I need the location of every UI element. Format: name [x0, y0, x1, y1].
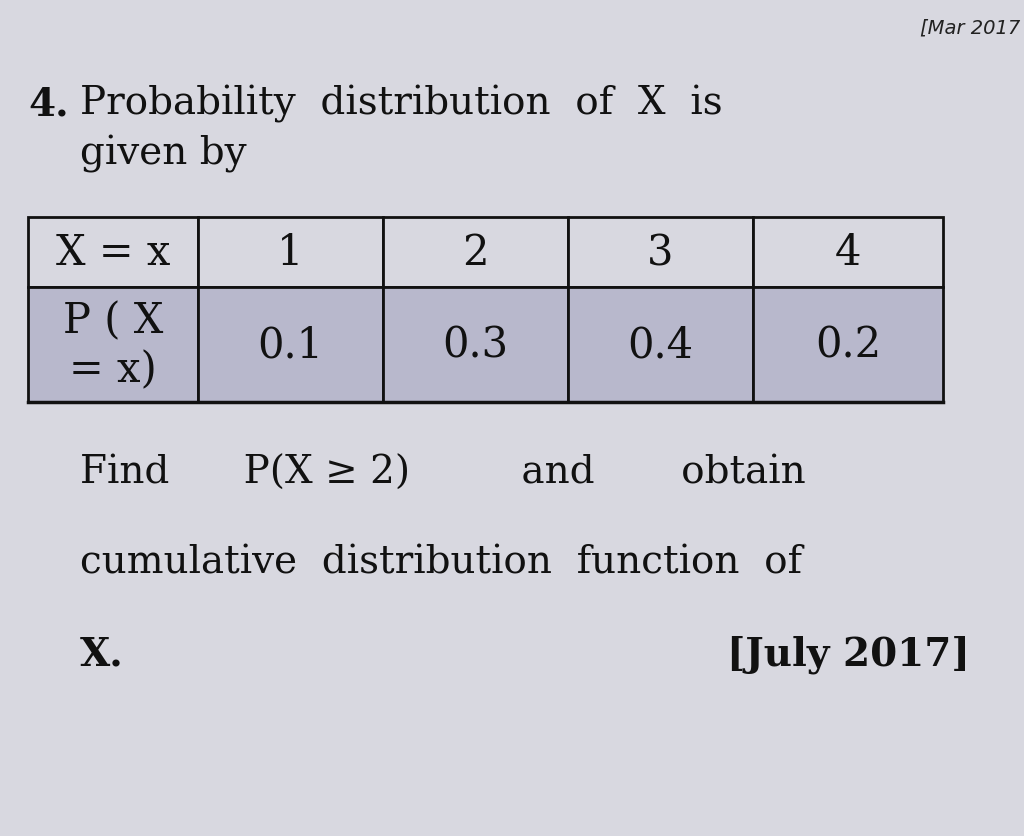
Text: X = x: X = x	[56, 232, 170, 273]
Text: [Mar 2017: [Mar 2017	[920, 18, 1020, 37]
Bar	[198, 288, 383, 402]
Bar	[568, 217, 753, 288]
Text: given by: given by	[80, 135, 247, 173]
Text: Probability  distribution  of  X  is: Probability distribution of X is	[80, 85, 723, 123]
Text: Find      P(X ≥ 2)         and       obtain: Find P(X ≥ 2) and obtain	[80, 455, 806, 492]
Text: 0.3: 0.3	[442, 324, 509, 366]
Bar	[383, 288, 568, 402]
Bar	[383, 217, 568, 288]
Bar	[568, 288, 753, 402]
Bar	[198, 217, 383, 288]
Bar	[28, 217, 198, 288]
Bar	[753, 217, 943, 288]
Bar	[753, 288, 943, 402]
Text: 2: 2	[462, 232, 488, 273]
Text: 1: 1	[278, 232, 304, 273]
Text: cumulative  distribution  function  of: cumulative distribution function of	[80, 544, 802, 581]
Text: 4: 4	[835, 232, 861, 273]
Text: X.: X.	[80, 635, 124, 672]
Text: 3: 3	[647, 232, 674, 273]
Text: [July 2017]: [July 2017]	[727, 635, 970, 673]
Text: 4.: 4.	[28, 85, 69, 123]
Bar	[28, 288, 198, 402]
Text: 0.2: 0.2	[815, 324, 881, 366]
Text: 0.1: 0.1	[257, 324, 324, 366]
Text: P ( X
= x): P ( X = x)	[62, 300, 163, 390]
Text: 0.4: 0.4	[628, 324, 693, 366]
